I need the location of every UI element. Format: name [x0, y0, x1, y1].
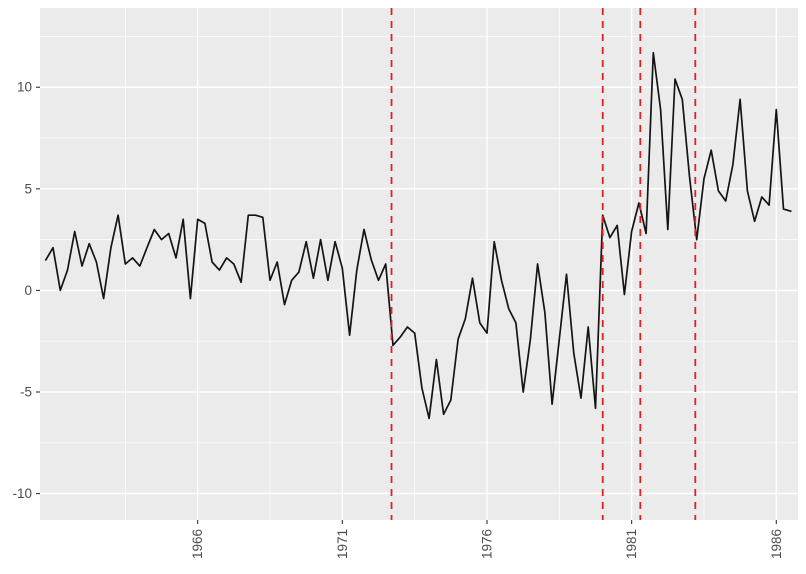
y-axis-tick-label: 0 [24, 283, 32, 298]
y-axis-tick-label: -10 [12, 486, 32, 501]
y-axis-tick-label: 5 [24, 181, 32, 196]
x-axis-tick-label: 1976 [479, 529, 494, 559]
x-axis-tick-label: 1981 [624, 529, 639, 559]
plot-panel [40, 8, 798, 520]
series-line [44, 51, 792, 420]
x-axis-tick-label: 1971 [335, 529, 350, 559]
y-axis-tick-label: -5 [20, 385, 32, 400]
y-axis-tick-label: 10 [17, 80, 32, 95]
x-axis-tick-label: 1986 [769, 529, 784, 559]
x-axis-tick-label: 1966 [190, 529, 205, 559]
